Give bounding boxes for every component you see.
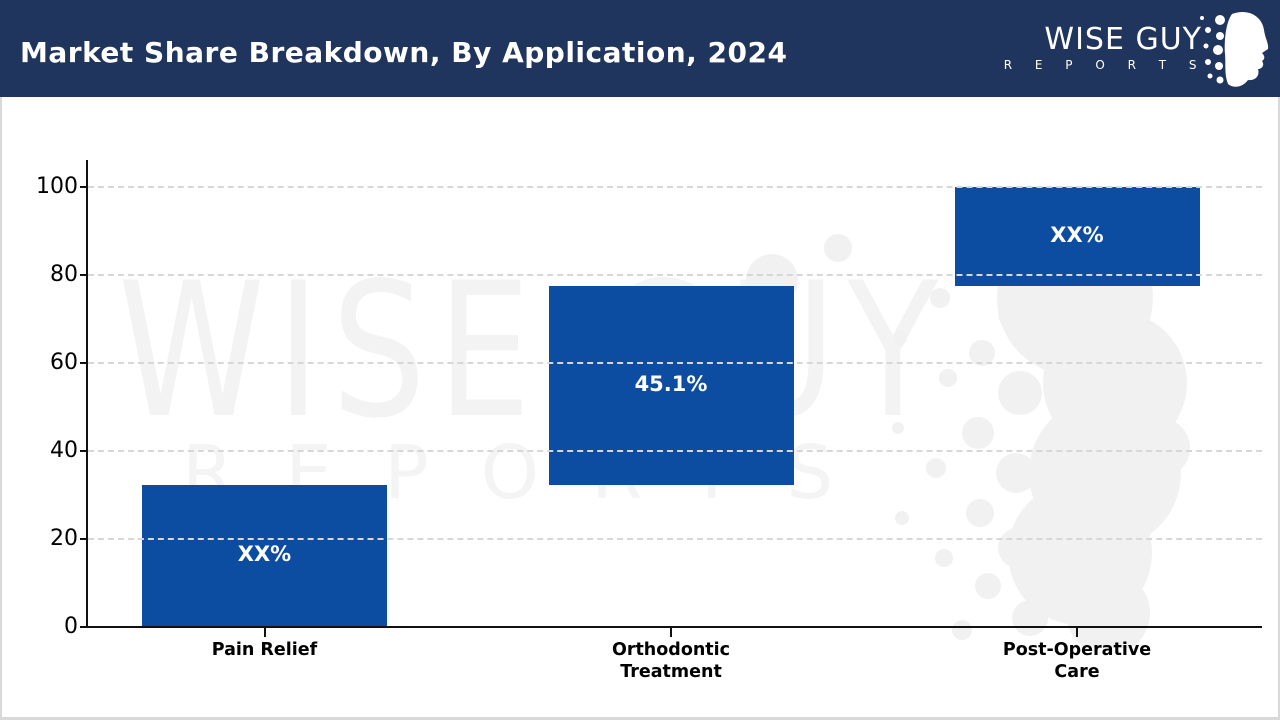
y-tick-label-0: 0 — [64, 614, 78, 639]
y-tick-label-20: 20 — [50, 526, 78, 551]
x-tick-2 — [1076, 628, 1078, 637]
page-title: Market Share Breakdown, By Application, … — [20, 36, 788, 69]
y-tick-0 — [80, 626, 88, 628]
logo-subtitle: R E P O R T S — [1003, 58, 1206, 72]
y-axis-line — [86, 160, 88, 628]
y-tick-label-60: 60 — [50, 350, 78, 375]
gridline-100 — [88, 186, 1262, 188]
x-category-label: Orthodontic Treatment — [611, 640, 731, 682]
gridline-40 — [88, 450, 1262, 452]
logo-wordmark: WISE GUY — [1044, 22, 1202, 57]
y-tick-label-80: 80 — [50, 262, 78, 287]
bar-orthodontic-treatment: 45.1% — [548, 286, 794, 485]
bar-pain-relief: XX% — [142, 484, 387, 627]
y-tick-60 — [80, 362, 88, 364]
gridline-60 — [88, 362, 1262, 364]
y-tick-label-40: 40 — [50, 438, 78, 463]
gridline-20 — [88, 538, 1262, 540]
gridline-80 — [88, 274, 1262, 276]
x-axis-line — [86, 626, 1262, 628]
bar-value-label: XX% — [1050, 222, 1104, 247]
y-tick-40 — [80, 450, 88, 452]
y-tick-80 — [80, 274, 88, 276]
x-category-label: Pain Relief — [211, 640, 318, 660]
logo-face-icon — [1200, 11, 1269, 87]
bar-post-operative-care: XX% — [954, 187, 1200, 287]
y-tick-20 — [80, 538, 88, 540]
x-category-label: Post-Operative Care — [1002, 640, 1152, 682]
x-tick-0 — [263, 628, 266, 637]
wise-guy-reports-logo: WISE GUY R E P O R T S — [1004, 0, 1272, 97]
bar-value-label: XX% — [237, 541, 292, 566]
bar-value-label: 45.1% — [634, 371, 708, 396]
header: Market Share Breakdown, By Application, … — [0, 0, 1280, 97]
x-tick-1 — [670, 628, 672, 637]
y-tick-label-100: 100 — [36, 174, 78, 199]
y-tick-100 — [80, 186, 88, 188]
